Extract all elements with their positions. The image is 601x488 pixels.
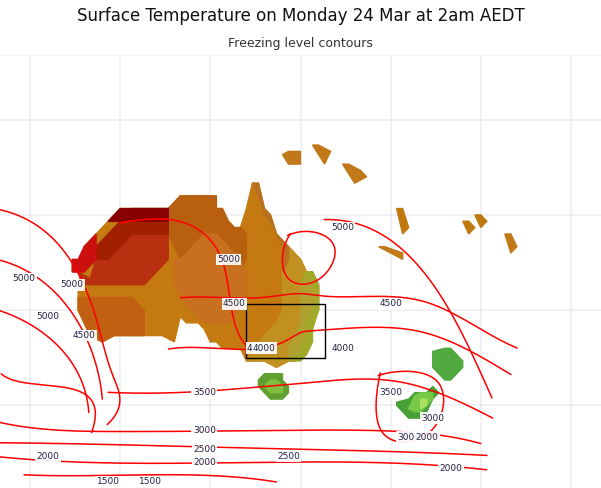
Polygon shape bbox=[108, 208, 168, 221]
Polygon shape bbox=[264, 380, 282, 393]
Text: 2500: 2500 bbox=[193, 446, 216, 454]
Text: 2000: 2000 bbox=[439, 465, 462, 473]
Polygon shape bbox=[505, 234, 517, 253]
Polygon shape bbox=[343, 164, 367, 183]
Text: 1500: 1500 bbox=[139, 477, 162, 486]
Polygon shape bbox=[288, 272, 319, 361]
Text: Freezing level contours: Freezing level contours bbox=[228, 37, 373, 50]
Text: 1500: 1500 bbox=[97, 477, 120, 486]
Polygon shape bbox=[433, 348, 463, 380]
Text: 3000: 3000 bbox=[421, 414, 444, 423]
Polygon shape bbox=[72, 234, 96, 272]
Polygon shape bbox=[313, 145, 331, 164]
Text: 2000: 2000 bbox=[193, 458, 216, 467]
Polygon shape bbox=[294, 272, 319, 361]
Polygon shape bbox=[96, 208, 168, 259]
Text: 5000: 5000 bbox=[217, 255, 240, 264]
Text: 4000: 4000 bbox=[331, 344, 354, 353]
Text: 2000: 2000 bbox=[415, 433, 438, 442]
Polygon shape bbox=[174, 234, 246, 323]
Polygon shape bbox=[246, 246, 319, 367]
Text: 4000: 4000 bbox=[247, 344, 270, 353]
Text: 3500: 3500 bbox=[379, 388, 402, 397]
Polygon shape bbox=[78, 298, 144, 342]
Text: 4500: 4500 bbox=[379, 299, 402, 308]
Text: 2500: 2500 bbox=[277, 452, 300, 461]
Text: 5000: 5000 bbox=[61, 280, 84, 289]
Text: 4500: 4500 bbox=[73, 331, 96, 340]
Text: 4500: 4500 bbox=[223, 299, 246, 308]
Text: 3000: 3000 bbox=[397, 433, 420, 442]
Polygon shape bbox=[282, 151, 300, 164]
Polygon shape bbox=[463, 221, 475, 234]
Polygon shape bbox=[168, 196, 246, 285]
Polygon shape bbox=[78, 221, 168, 285]
Polygon shape bbox=[397, 386, 439, 418]
Text: Surface Temperature on Monday 24 Mar at 2am AEDT: Surface Temperature on Monday 24 Mar at … bbox=[76, 7, 525, 25]
Polygon shape bbox=[379, 246, 403, 259]
Text: 2000: 2000 bbox=[37, 452, 59, 461]
Polygon shape bbox=[397, 208, 409, 234]
Polygon shape bbox=[409, 393, 433, 412]
Text: 3500: 3500 bbox=[193, 388, 216, 397]
Text: 5000: 5000 bbox=[13, 274, 35, 283]
Text: 5000: 5000 bbox=[37, 312, 59, 321]
Text: 4000: 4000 bbox=[253, 344, 276, 353]
Polygon shape bbox=[78, 183, 319, 367]
Polygon shape bbox=[475, 215, 487, 227]
Polygon shape bbox=[421, 399, 427, 408]
Text: 3000: 3000 bbox=[193, 427, 216, 435]
Text: 5000: 5000 bbox=[331, 223, 354, 232]
Polygon shape bbox=[252, 183, 288, 272]
Polygon shape bbox=[258, 374, 288, 399]
